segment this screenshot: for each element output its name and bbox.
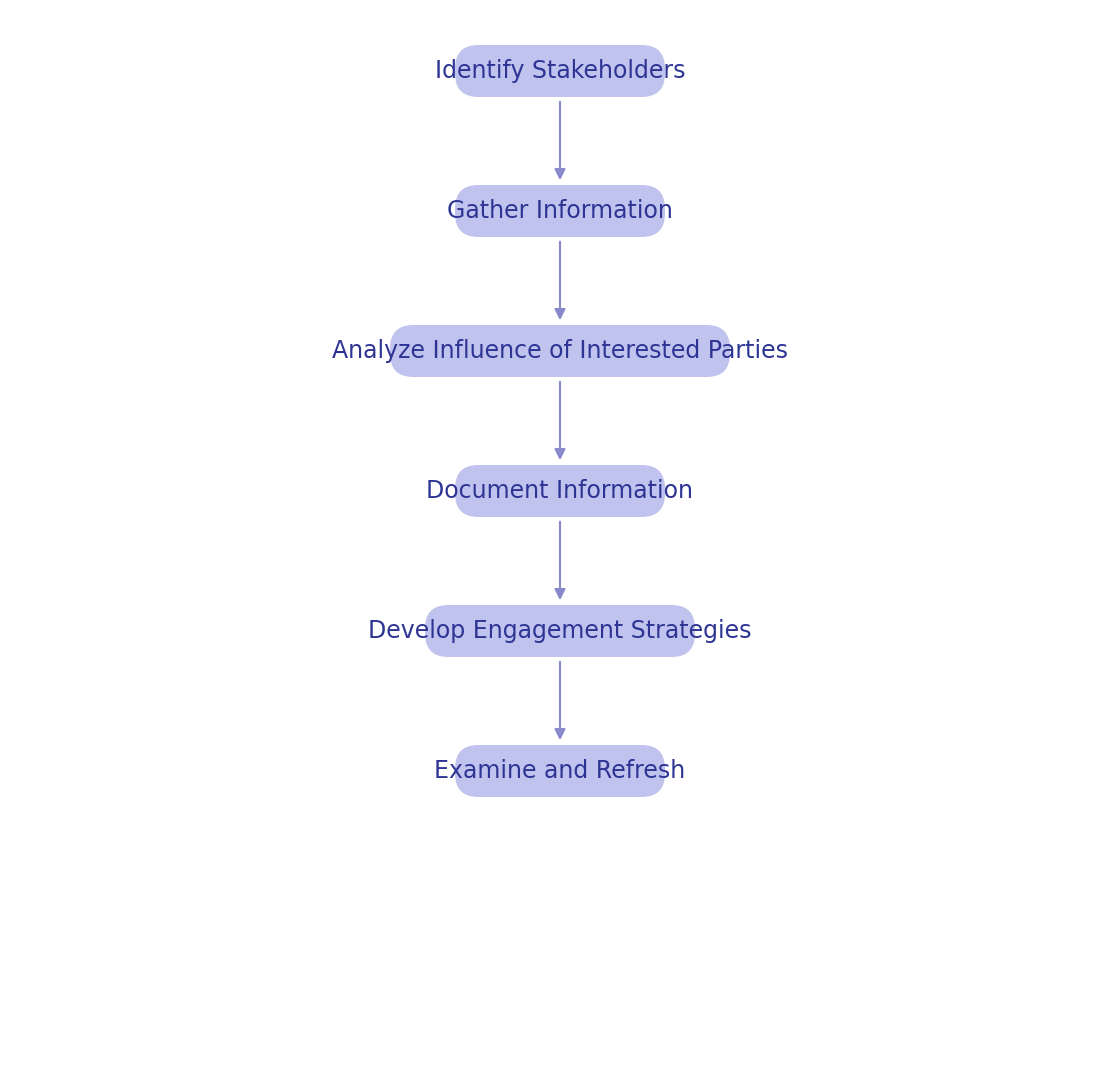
FancyBboxPatch shape [455,465,665,517]
Text: Identify Stakeholders: Identify Stakeholders [435,58,685,83]
Text: Document Information: Document Information [427,479,693,503]
Text: Analyze Influence of Interested Parties: Analyze Influence of Interested Parties [332,339,788,363]
Text: Develop Engagement Strategies: Develop Engagement Strategies [368,619,752,643]
Text: Examine and Refresh: Examine and Refresh [435,759,685,783]
FancyBboxPatch shape [424,605,696,657]
FancyBboxPatch shape [455,745,665,797]
FancyBboxPatch shape [390,325,730,377]
FancyBboxPatch shape [455,45,665,97]
Text: Gather Information: Gather Information [447,199,673,223]
FancyBboxPatch shape [455,185,665,237]
